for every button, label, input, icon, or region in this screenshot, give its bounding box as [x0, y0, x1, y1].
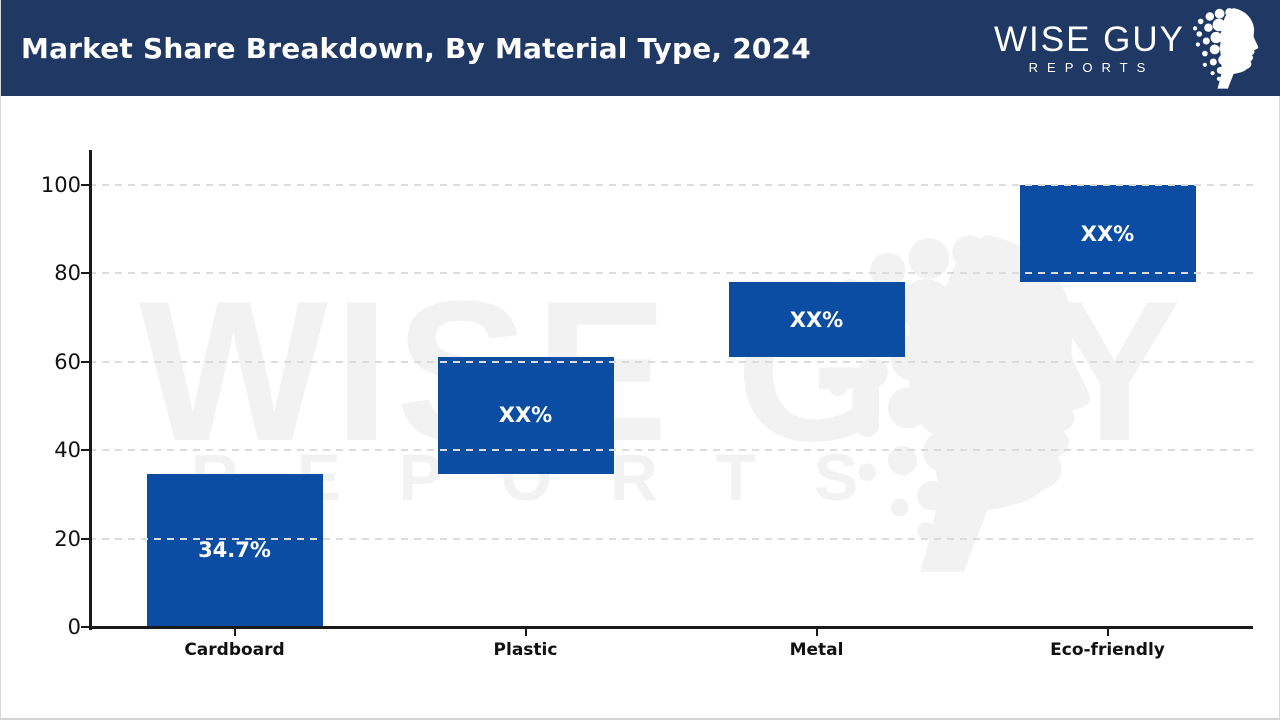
gridline-40: [89, 449, 1253, 452]
gridline-100: [89, 184, 1253, 186]
y-axis-tick-label: 0: [67, 615, 81, 639]
y-axis-tick-mark: [81, 626, 89, 628]
wise-guy-reports-logo: WISE GUY REPORTS: [994, 6, 1267, 90]
x-axis-tick-mark: [524, 629, 527, 636]
y-axis-tick-mark: [81, 360, 89, 363]
y-axis-tick-mark: [81, 184, 89, 186]
y-axis-tick-label: 80: [54, 261, 81, 286]
y-axis-tick-label: 60: [54, 349, 81, 374]
y-axis-tick-mark: [81, 537, 89, 540]
x-axis-category-label: Eco-friendly: [1050, 640, 1165, 660]
y-axis-tick-label: 100: [40, 173, 81, 197]
x-axis-tick-mark: [233, 629, 236, 636]
y-axis-tick-mark: [81, 272, 89, 275]
bar-value-label: XX%: [789, 307, 844, 332]
bar-plastic: [437, 357, 614, 474]
logo-head-icon: [1189, 6, 1267, 90]
y-axis-tick-label: 20: [54, 526, 81, 551]
gridline-60: [89, 360, 1253, 363]
y-axis-line: [89, 150, 92, 630]
x-axis-category-label: Metal: [789, 640, 844, 660]
bar-cardboard: [146, 473, 323, 627]
x-axis-tick-mark: [815, 629, 818, 636]
logo-subtitle: REPORTS: [1028, 59, 1155, 75]
gridline-20: [89, 537, 1253, 540]
x-axis-tick-mark: [1106, 629, 1109, 636]
x-axis-category-label: Plastic: [493, 640, 558, 660]
logo-text: WISE GUY REPORTS: [994, 22, 1185, 75]
bar-value-label: XX%: [1080, 221, 1135, 246]
bar-value-label: 34.7%: [198, 538, 271, 563]
x-axis-line: [89, 626, 1253, 629]
gridline-80: [89, 272, 1253, 275]
y-axis-tick-mark: [81, 449, 89, 452]
header-banner: Market Share Breakdown, By Material Type…: [1, 0, 1280, 96]
x-axis-category-label: Cardboard: [184, 640, 285, 660]
bar-value-label: XX%: [498, 403, 553, 428]
page-title: Market Share Breakdown, By Material Type…: [21, 31, 811, 65]
logo-wordmark: WISE GUY: [993, 19, 1185, 59]
y-axis-tick-label: 40: [54, 438, 81, 463]
